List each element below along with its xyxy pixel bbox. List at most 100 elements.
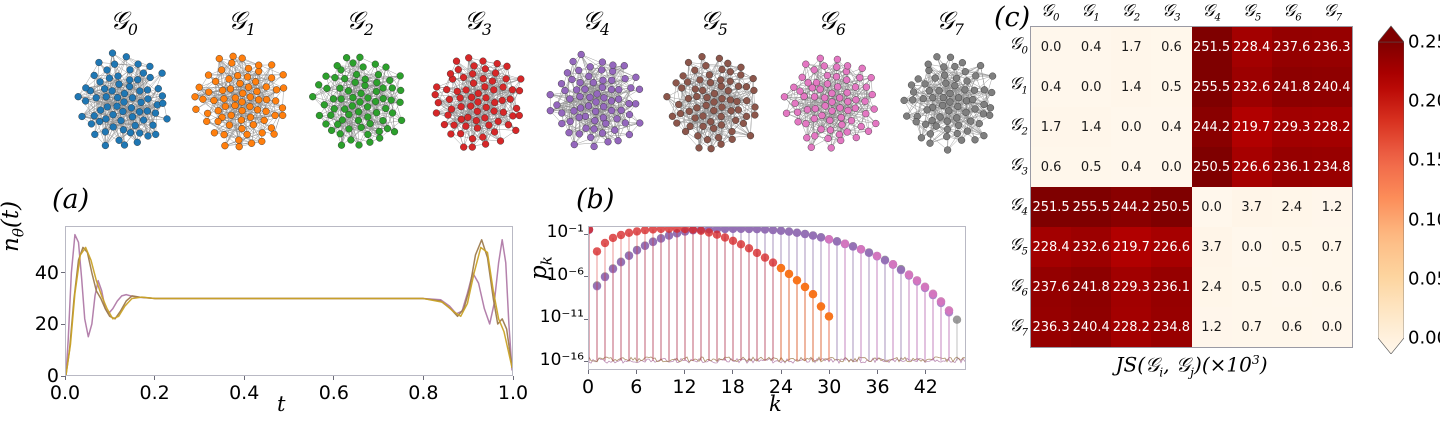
panel-b-xtick-label: 24 xyxy=(768,376,794,398)
network-label-g0: 𝒢0 xyxy=(110,6,138,39)
panel-b-ytick xyxy=(584,276,588,278)
heatmap-cell-5-2: 219.7 xyxy=(1111,227,1152,267)
heatmap-cell-7-3: 234.8 xyxy=(1151,307,1192,347)
panel-b-ytick-label: 10⁻¹ xyxy=(546,222,584,243)
network-label-g6: 𝒢6 xyxy=(818,6,846,39)
panel-a-xtick-label: 0.8 xyxy=(408,382,439,404)
heatmap-row-header-4: 𝒢4 xyxy=(1009,195,1028,218)
panel-b-ytick xyxy=(584,361,588,363)
network-label-g2: 𝒢2 xyxy=(346,6,374,39)
panel-b-xtick xyxy=(587,370,589,374)
heatmap-cell-6-6: 0.0 xyxy=(1271,267,1312,307)
panel-a-curves xyxy=(65,233,513,376)
heatmap-cell-7-7: 0.0 xyxy=(1311,307,1352,347)
heatmap-row-header-2: 𝒢2 xyxy=(1009,114,1028,138)
heatmap-cell-0-0: 0.0 xyxy=(1031,27,1072,67)
panel-b-xtick-label: 18 xyxy=(720,376,745,398)
panel-a-ylabel: nθ(t) xyxy=(0,200,28,252)
heatmap-cell-0-5: 228.4 xyxy=(1231,27,1272,67)
heatmap-cell-2-7: 228.2 xyxy=(1311,107,1352,147)
heatmap-cell-3-1: 0.5 xyxy=(1071,147,1112,187)
panel-a-xtick xyxy=(243,376,245,380)
heatmap-cell-1-5: 232.6 xyxy=(1231,67,1272,107)
heatmap-cell-2-4: 244.2 xyxy=(1191,107,1232,147)
network-svg-g5 xyxy=(663,53,759,153)
network-svg-g4 xyxy=(546,50,644,151)
colorbar-tick-label-1: 0.05 xyxy=(1408,268,1440,290)
colorbar-tick-label-4: 0.20 xyxy=(1408,90,1440,112)
panel-b-ytick xyxy=(584,318,588,320)
colorbar-tick-label-3: 0.15 xyxy=(1408,149,1440,171)
heatmap-row-header-6: 𝒢6 xyxy=(1009,275,1028,299)
panel-a-xtick-label: 0.0 xyxy=(49,382,81,404)
heatmap-cell-2-5: 219.7 xyxy=(1231,107,1272,147)
heatmap-cell-4-6: 2.4 xyxy=(1271,187,1312,227)
panel-a-xtick xyxy=(422,376,424,380)
panel-b-xtick xyxy=(877,370,879,374)
panel-a-xtick-label: 0.4 xyxy=(229,382,260,404)
panel-a-xtick xyxy=(64,376,66,380)
heatmap-cell-5-0: 228.4 xyxy=(1031,227,1072,267)
network-graph-g5: 𝒢5 xyxy=(652,0,776,180)
heatmap-row-header-7: 𝒢7 xyxy=(1009,315,1028,339)
heatmap-col-header-0: 𝒢0 xyxy=(1040,1,1060,24)
panel-b-xtick xyxy=(780,370,782,374)
panel-b-xtick-label: 6 xyxy=(630,376,643,398)
heatmap-cell-4-2: 244.2 xyxy=(1111,187,1152,227)
heatmap-cell-6-0: 237.6 xyxy=(1031,267,1072,307)
panel-b-tag: (b) xyxy=(576,184,615,215)
heatmap-cell-2-0: 1.7 xyxy=(1031,107,1072,147)
heatmap-row-header-3: 𝒢3 xyxy=(1009,154,1028,178)
heatmap-cell-3-2: 0.4 xyxy=(1111,147,1152,187)
network-graph-g2: 𝒢2 xyxy=(298,0,422,180)
panel-b-ytick-label: 10⁻¹⁶ xyxy=(539,349,584,370)
panel-b-ytick xyxy=(584,233,588,235)
network-graph-g4: 𝒢4 xyxy=(534,0,658,180)
heatmap-cell-6-3: 236.1 xyxy=(1151,267,1192,307)
heatmap-cell-7-6: 0.6 xyxy=(1271,307,1312,347)
panel-a-plot-area xyxy=(65,226,513,376)
colorbar-tick-label-0: 0.00 xyxy=(1408,327,1440,349)
panel-a-ytick xyxy=(61,375,65,377)
network-graph-g7: 𝒢7 xyxy=(888,0,1012,180)
heatmap-cell-6-5: 0.5 xyxy=(1231,267,1272,307)
network-svg-g2 xyxy=(309,53,406,149)
panel-a-series-curve-3 xyxy=(65,246,513,376)
panel-c: (c) 0.0 0.4 1.7 0.6 251.5 228.4 237.6 236.3 0.4 0… xyxy=(990,0,1440,427)
heatmap-cell-5-4: 3.7 xyxy=(1191,227,1232,267)
panel-b-series-purple-distribution xyxy=(584,224,954,361)
panel-a-xtick xyxy=(333,376,335,380)
panel-b-xtick-label: 36 xyxy=(865,376,890,398)
heatmap-cell-4-3: 250.5 xyxy=(1151,187,1192,227)
panel-b-series-pink-distribution xyxy=(824,235,954,361)
panel-b-xtick xyxy=(684,370,685,374)
network-label-g3: 𝒢3 xyxy=(464,6,492,39)
panel-a-ytick xyxy=(61,323,65,325)
heatmap-col-header-3: 𝒢3 xyxy=(1162,1,1181,24)
panel-b-noise-floor xyxy=(588,357,966,364)
panel-c-tag: (c) xyxy=(994,2,1031,33)
heatmap-cell-7-1: 240.4 xyxy=(1071,307,1112,347)
panel-b-xtick-label: 30 xyxy=(817,376,842,398)
panel-b-ytick-label: 10⁻⁶ xyxy=(546,264,584,285)
heatmap-cell-3-4: 250.5 xyxy=(1191,147,1232,187)
network-svg-g3 xyxy=(431,54,525,151)
heatmap-cell-6-7: 0.6 xyxy=(1311,267,1352,307)
heatmap-cell-5-6: 0.5 xyxy=(1271,227,1312,267)
panel-b-xtick xyxy=(925,370,927,374)
heatmap-col-header-4: 𝒢4 xyxy=(1202,1,1221,24)
colorbar-body xyxy=(1377,41,1405,355)
panel-b-xlabel: k xyxy=(769,392,782,416)
panel-a-xtick xyxy=(154,376,156,380)
heatmap-cell-5-1: 232.6 xyxy=(1071,227,1112,267)
network-svg-g7 xyxy=(900,53,997,154)
panel-a-xtick-label: 0.6 xyxy=(318,382,349,404)
heatmap-grid: 0.0 0.4 1.7 0.6 251.5 228.4 237.6 236.3 0.4 0.0 1.… xyxy=(1030,26,1353,348)
network-graph-g1: 𝒢1 xyxy=(180,0,304,180)
panel-b-noise-floor xyxy=(588,356,966,363)
heatmap-cell-0-2: 1.7 xyxy=(1111,27,1152,67)
panel-b-xtick-label: 42 xyxy=(913,376,938,398)
heatmap-cell-0-3: 0.6 xyxy=(1151,27,1192,67)
network-label-g1: 𝒢1 xyxy=(228,6,256,39)
